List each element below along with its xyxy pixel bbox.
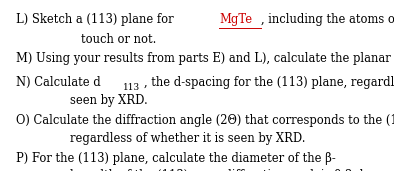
Text: breadth of the (113) x-ray diffraction peak is 0.2 degrees.: breadth of the (113) x-ray diffraction p… xyxy=(70,169,394,171)
Text: 113: 113 xyxy=(123,83,140,92)
Text: seen by XRD.: seen by XRD. xyxy=(70,94,147,107)
Text: P) For the (113) plane, calculate the diameter of the β-: P) For the (113) plane, calculate the di… xyxy=(15,152,335,165)
Text: touch or not.: touch or not. xyxy=(81,33,156,46)
Text: , including the atoms or ions: , including the atoms or ions xyxy=(261,13,394,26)
Text: L) Sketch a (113) plane for: L) Sketch a (113) plane for xyxy=(15,13,177,26)
Text: O) Calculate the diffraction angle (2Θ) that corresponds to the (113) plane,: O) Calculate the diffraction angle (2Θ) … xyxy=(15,114,394,127)
Text: regardless of whether it is seen by XRD.: regardless of whether it is seen by XRD. xyxy=(70,132,305,145)
Text: , the d-spacing for the (113) plane, regardless of whether it is: , the d-spacing for the (113) plane, reg… xyxy=(144,76,394,89)
Text: MgTe: MgTe xyxy=(219,13,253,26)
Text: M) Using your results from parts E) and L), calculate the planar density.: M) Using your results from parts E) and … xyxy=(15,52,394,65)
Text: N) Calculate d: N) Calculate d xyxy=(15,76,100,89)
